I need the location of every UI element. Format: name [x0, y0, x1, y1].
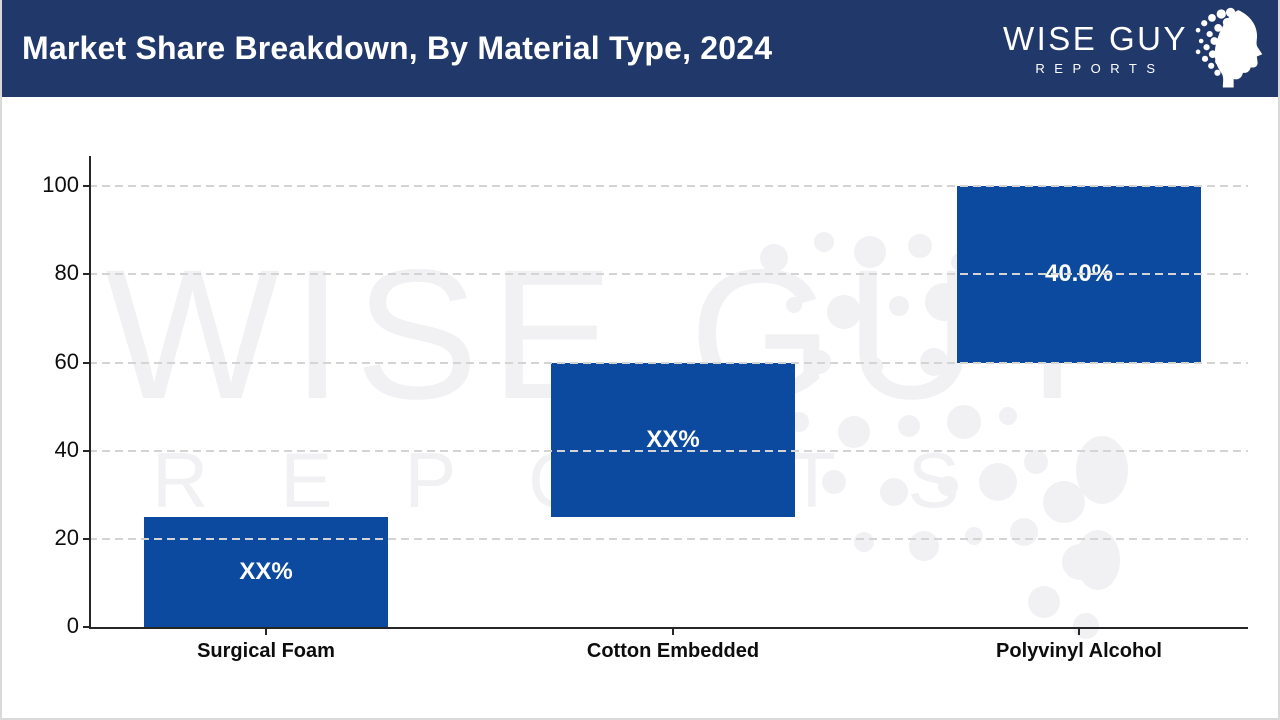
bar-value-label: XX%	[239, 557, 293, 585]
gridline	[89, 361, 1248, 364]
wiseguy-logo: WISE GUY REPORTS	[1003, 7, 1268, 89]
bar-cotton-embedded: XX%	[551, 362, 795, 517]
wiseguy-logo-text: WISE GUY REPORTS	[1003, 20, 1188, 76]
gridline	[89, 273, 1248, 276]
y-axis-tick-label: 0	[66, 613, 79, 638]
y-axis-tick-label: 40	[54, 436, 79, 462]
logo-subtitle: REPORTS	[1035, 61, 1165, 76]
y-axis-tick	[83, 626, 89, 628]
y-axis-tick-label: 20	[54, 524, 79, 550]
x-axis-line	[89, 627, 1248, 629]
y-axis-tick-label: 60	[54, 348, 79, 374]
gridline	[89, 449, 1248, 452]
x-axis-tick	[1078, 629, 1080, 635]
bar-surgical-foam: XX%	[144, 516, 388, 627]
page-title: Market Share Breakdown, By Material Type…	[22, 30, 773, 66]
x-axis-tick	[672, 629, 674, 635]
y-axis-tick	[83, 185, 89, 188]
y-axis-tick-label: 80	[54, 260, 79, 286]
logo-wordmark: WISE GUY	[1002, 20, 1188, 57]
x-axis-category-label: Polyvinyl Alcohol	[996, 640, 1162, 662]
y-axis-tick	[83, 537, 89, 540]
y-axis-tick	[83, 449, 89, 452]
bar-value-label: XX%	[646, 425, 700, 453]
x-axis-category-label: Cotton Embedded	[586, 640, 760, 662]
x-axis-tick	[265, 629, 267, 635]
y-axis-tick	[83, 273, 89, 276]
y-axis-line	[89, 156, 91, 629]
header-bar: Market Share Breakdown, By Material Type…	[2, 0, 1278, 97]
gridline	[89, 537, 1248, 540]
y-axis-tick-label: 100	[42, 172, 79, 198]
y-axis-tick	[83, 361, 89, 364]
gridline	[89, 185, 1248, 188]
x-axis-category-label: Surgical Foam	[197, 640, 335, 662]
wiseguy-face-icon	[1195, 7, 1263, 88]
